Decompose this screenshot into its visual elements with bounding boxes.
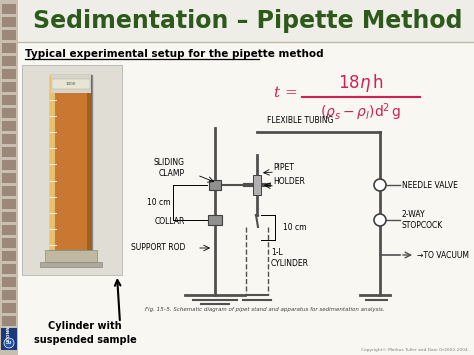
Text: Typical experimental setup for the pipette method: Typical experimental setup for the pipet… — [25, 49, 324, 59]
Bar — [2, 303, 16, 313]
Bar — [2, 199, 16, 209]
Bar — [22, 65, 122, 275]
Bar — [2, 43, 16, 53]
Bar — [2, 225, 16, 235]
Text: SLIDING
CLAMP: SLIDING CLAMP — [154, 158, 185, 178]
Bar — [51, 75, 91, 93]
Text: PIPET: PIPET — [273, 164, 294, 173]
Bar — [52, 79, 90, 89]
Bar — [2, 95, 16, 105]
Bar — [2, 160, 16, 170]
Bar — [18, 0, 474, 42]
Circle shape — [374, 214, 386, 226]
Text: 1000: 1000 — [66, 82, 76, 86]
Bar — [2, 147, 16, 157]
Text: →TO VACUUM: →TO VACUUM — [417, 251, 469, 260]
Bar — [2, 30, 16, 40]
Bar — [2, 121, 16, 131]
Bar — [2, 316, 16, 326]
Bar — [2, 186, 16, 196]
Bar — [208, 215, 222, 225]
Bar — [2, 238, 16, 248]
Text: HOLDER: HOLDER — [273, 178, 305, 186]
Text: Copyright© Markus Tuller and Dani Or2002-2004: Copyright© Markus Tuller and Dani Or2002… — [361, 348, 468, 352]
Text: Fig. 15–5. Schematic diagram of pipet stand and apparatus for sedimentation anal: Fig. 15–5. Schematic diagram of pipet st… — [145, 307, 384, 312]
Bar — [2, 17, 16, 27]
Bar — [2, 56, 16, 66]
Text: UCONN: UCONN — [7, 325, 11, 343]
Text: Cylinder with
suspended sample: Cylinder with suspended sample — [34, 321, 137, 345]
Text: SUPPORT ROD: SUPPORT ROD — [131, 244, 185, 252]
Bar — [2, 134, 16, 144]
Bar — [45, 250, 97, 262]
Circle shape — [374, 179, 386, 191]
Bar — [2, 69, 16, 79]
Bar — [2, 277, 16, 287]
Bar — [2, 290, 16, 300]
Text: t =: t = — [274, 86, 298, 100]
Bar — [87, 75, 92, 250]
Text: $18\eta\,\mathrm{h}$: $18\eta\,\mathrm{h}$ — [338, 72, 384, 94]
Bar — [2, 173, 16, 183]
Bar — [2, 264, 16, 274]
Bar — [2, 4, 16, 14]
Text: U: U — [7, 341, 11, 345]
Bar — [40, 262, 102, 267]
Bar — [50, 75, 55, 250]
Text: 1-L
CYLINDER: 1-L CYLINDER — [271, 248, 309, 268]
Text: FLEXIBLE TUBING: FLEXIBLE TUBING — [267, 116, 333, 125]
Text: NEEDLE VALVE: NEEDLE VALVE — [402, 180, 458, 190]
Bar — [1, 328, 17, 350]
Bar — [50, 75, 92, 250]
Bar — [2, 212, 16, 222]
Bar — [0, 0, 18, 355]
Circle shape — [4, 338, 14, 348]
Text: Sedimentation – Pipette Method: Sedimentation – Pipette Method — [33, 9, 463, 33]
Bar — [209, 180, 221, 190]
Text: 10 cm: 10 cm — [283, 223, 307, 232]
Bar — [2, 82, 16, 92]
Bar — [2, 108, 16, 118]
Bar — [2, 251, 16, 261]
Text: 2-WAY
STOPCOCK: 2-WAY STOPCOCK — [402, 210, 443, 230]
Bar — [253, 175, 261, 195]
Text: $(\rho_s - \rho_l)\mathrm{d}^2\,\mathrm{g}$: $(\rho_s - \rho_l)\mathrm{d}^2\,\mathrm{… — [320, 101, 401, 123]
Text: 10 cm: 10 cm — [147, 198, 171, 207]
Text: COLLAR: COLLAR — [155, 218, 185, 226]
